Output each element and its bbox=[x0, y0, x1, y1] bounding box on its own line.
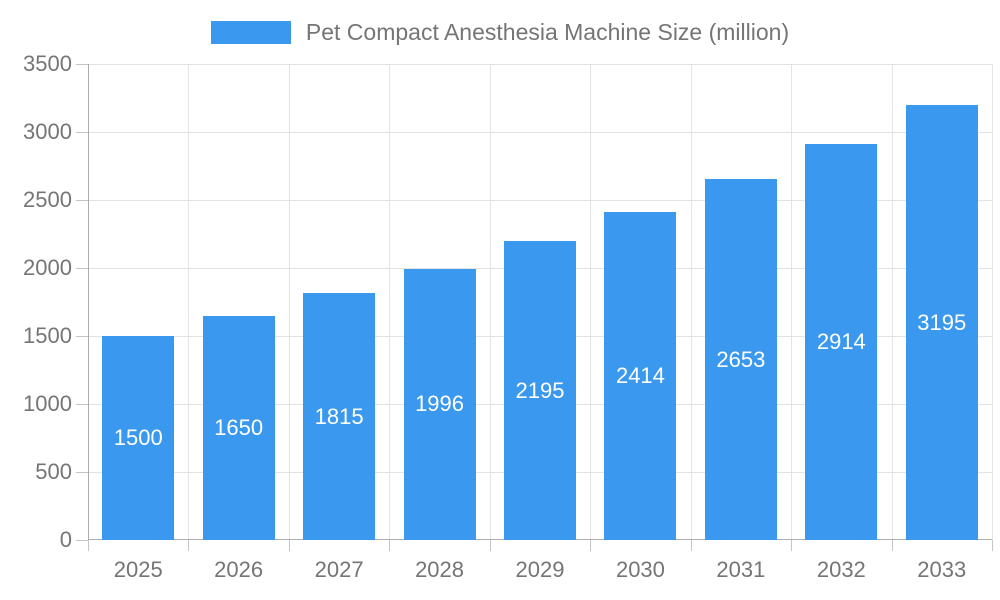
y-axis-label: 0 bbox=[59, 527, 72, 552]
x-tick bbox=[891, 540, 893, 551]
y-axis-label: 3000 bbox=[23, 119, 72, 144]
legend-item[interactable]: Pet Compact Anesthesia Machine Size (mil… bbox=[0, 14, 1000, 50]
bar-value-label: 1650 bbox=[214, 414, 264, 440]
v-gridline bbox=[188, 64, 190, 540]
bar bbox=[905, 105, 978, 540]
h-gridline bbox=[88, 64, 992, 65]
x-axis-label: 2025 bbox=[113, 557, 163, 582]
v-gridline bbox=[288, 64, 290, 540]
v-gridline bbox=[690, 64, 692, 540]
bar-value-label: 2414 bbox=[615, 362, 665, 388]
bar bbox=[604, 211, 677, 540]
bar bbox=[805, 143, 878, 540]
v-gridline bbox=[590, 64, 592, 540]
y-tick bbox=[76, 132, 88, 133]
x-tick bbox=[288, 540, 290, 551]
bar bbox=[504, 241, 576, 540]
bar-value-label: 1996 bbox=[415, 391, 465, 417]
v-gridline bbox=[389, 64, 391, 540]
x-axis-label: 2030 bbox=[615, 557, 665, 582]
y-axis-label: 1000 bbox=[23, 391, 72, 416]
h-gridline bbox=[88, 200, 992, 201]
bar bbox=[102, 336, 175, 540]
y-tick bbox=[76, 336, 88, 337]
x-tick bbox=[992, 540, 993, 551]
x-axis-label: 2032 bbox=[816, 557, 866, 582]
y-tick bbox=[76, 268, 88, 269]
v-gridline bbox=[891, 64, 893, 540]
x-axis-label: 2029 bbox=[515, 557, 565, 582]
bar bbox=[303, 293, 376, 540]
bar-value-label: 2195 bbox=[515, 377, 565, 403]
y-axis-label: 3500 bbox=[23, 51, 72, 76]
plot-area: 1500 1650 1815 1996 2195 2414 2653 2914 3195 bbox=[88, 64, 993, 540]
y-axis-label: 2000 bbox=[23, 255, 72, 280]
bar-value-label: 1815 bbox=[314, 403, 364, 429]
bar bbox=[403, 268, 476, 540]
bar bbox=[704, 179, 777, 540]
y-tick bbox=[76, 64, 88, 65]
x-tick bbox=[791, 540, 793, 551]
bar bbox=[202, 315, 275, 540]
legend-swatch bbox=[210, 20, 291, 44]
bar-value-label: 2914 bbox=[816, 328, 866, 354]
x-axis-label: 2027 bbox=[314, 557, 364, 582]
x-axis-label: 2033 bbox=[917, 557, 967, 582]
x-tick bbox=[590, 540, 592, 551]
x-axis-label: 2028 bbox=[415, 557, 465, 582]
x-tick bbox=[389, 540, 391, 551]
x-tick bbox=[690, 540, 692, 551]
y-tick bbox=[76, 540, 88, 541]
x-tick bbox=[188, 540, 190, 551]
bar-value-label: 2653 bbox=[716, 346, 766, 372]
h-gridline bbox=[88, 132, 992, 133]
y-axis-line bbox=[88, 64, 89, 540]
x-axis-label: 2031 bbox=[716, 557, 766, 582]
y-tick bbox=[76, 404, 88, 405]
x-tick bbox=[88, 540, 89, 551]
x-axis-label: 2026 bbox=[214, 557, 264, 582]
v-gridline bbox=[489, 64, 491, 540]
y-axis-label: 2500 bbox=[23, 187, 72, 212]
bar-value-label: 1500 bbox=[113, 425, 163, 450]
v-gridline bbox=[791, 64, 793, 540]
legend-label: Pet Compact Anesthesia Machine Size (mil… bbox=[305, 18, 790, 45]
bar-value-label: 3195 bbox=[917, 309, 967, 335]
x-tick bbox=[489, 540, 491, 551]
y-axis-label: 500 bbox=[35, 459, 72, 484]
y-tick bbox=[76, 200, 88, 201]
y-axis-label: 1500 bbox=[23, 323, 72, 348]
v-gridline bbox=[992, 64, 993, 540]
y-tick bbox=[76, 472, 88, 473]
